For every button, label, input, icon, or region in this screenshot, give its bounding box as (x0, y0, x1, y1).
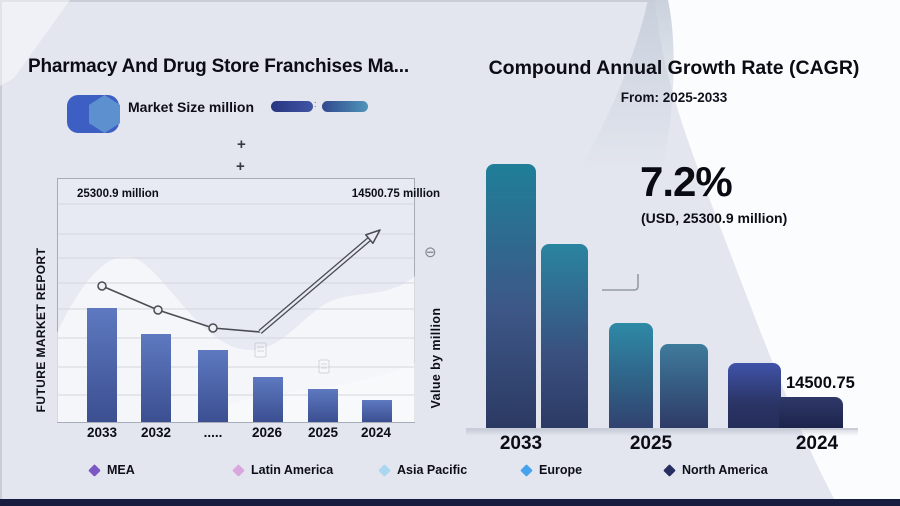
chart-end-value: 14500.75 million (351, 188, 440, 200)
legend-item-latin-america: Latin America (232, 463, 334, 477)
legend-label: Latin America (251, 463, 334, 477)
step-bracket-icon (602, 274, 639, 291)
diamond-marker-icon (520, 463, 533, 477)
bar-value-label: 14500.75 (786, 374, 855, 392)
market-size-chart (57, 178, 415, 423)
left-axis-watermark: FUTURE MARKET REPORT (34, 247, 48, 413)
diamond-marker-icon (232, 463, 245, 477)
gray-band (578, 0, 674, 172)
legend-item-mea: MEA (88, 463, 135, 477)
x-tick-2026: 2026 (251, 425, 283, 440)
diamond-marker-icon (88, 463, 101, 477)
faint-document-icons (254, 342, 330, 374)
x-tick-2032: 2032 (140, 425, 172, 440)
gridlines (58, 203, 414, 396)
chart-dynamic-layer (87, 229, 392, 422)
diamond-marker-icon (663, 463, 676, 477)
bar-2033-a (486, 164, 536, 429)
cagr-period: From: 2025-2033 (620, 90, 728, 105)
legend-item-europe: Europe (520, 463, 583, 477)
legend-label: North America (682, 463, 768, 477)
cagr-basis: (USD, 25300.9 million) (641, 210, 788, 226)
bar-2024-a (728, 363, 781, 429)
legend-label: MEA (107, 463, 135, 477)
y-axis-label: Value by million (429, 307, 443, 409)
bar-2025-a (609, 323, 653, 429)
bar-2025-b (660, 344, 708, 429)
x-tick-2024: 2024 (360, 425, 392, 440)
legend-item-north-america: North America (663, 463, 768, 477)
diamond-marker-icon (378, 463, 391, 477)
progress-pill-left (271, 101, 313, 112)
mountain-backdrop (197, 363, 415, 422)
plus-icon: + (237, 136, 246, 153)
x-tick-2024: 2024 (795, 433, 839, 454)
x-tick-2033: 2033 (499, 433, 543, 454)
market-size-legend-label: Market Size million (128, 99, 255, 115)
left-panel-title: Pharmacy And Drug Store Franchises Ma... (28, 56, 409, 77)
bar-2033-b (541, 244, 588, 429)
x-tick-dots: ..... (203, 425, 223, 440)
chart-start-value: 25300.9 million (77, 188, 159, 200)
legend-item-asia-pacific: Asia Pacific (378, 463, 468, 477)
x-tick-2025: 2025 (307, 425, 339, 440)
right-chart-baseline (466, 428, 858, 430)
legend-label: Asia Pacific (397, 463, 468, 477)
legend-label: Europe (539, 463, 583, 477)
x-tick-2025: 2025 (629, 433, 673, 454)
x-tick-2033: 2033 (86, 425, 118, 440)
progress-pill-right (322, 101, 368, 112)
pill-separator: : (314, 99, 317, 109)
corner-highlight (0, 0, 70, 86)
cagr-title: Compound Annual Growth Rate (CAGR) (488, 57, 860, 79)
bar-2024-b (779, 397, 843, 429)
bottom-accent-strip (0, 499, 900, 506)
minus-circle-icon: ⊖ (424, 244, 437, 261)
plus-icon: + (236, 158, 245, 175)
cagr-value: 7.2% (640, 158, 733, 205)
white-swoosh (655, 0, 900, 506)
baseline-shadow (466, 430, 858, 436)
